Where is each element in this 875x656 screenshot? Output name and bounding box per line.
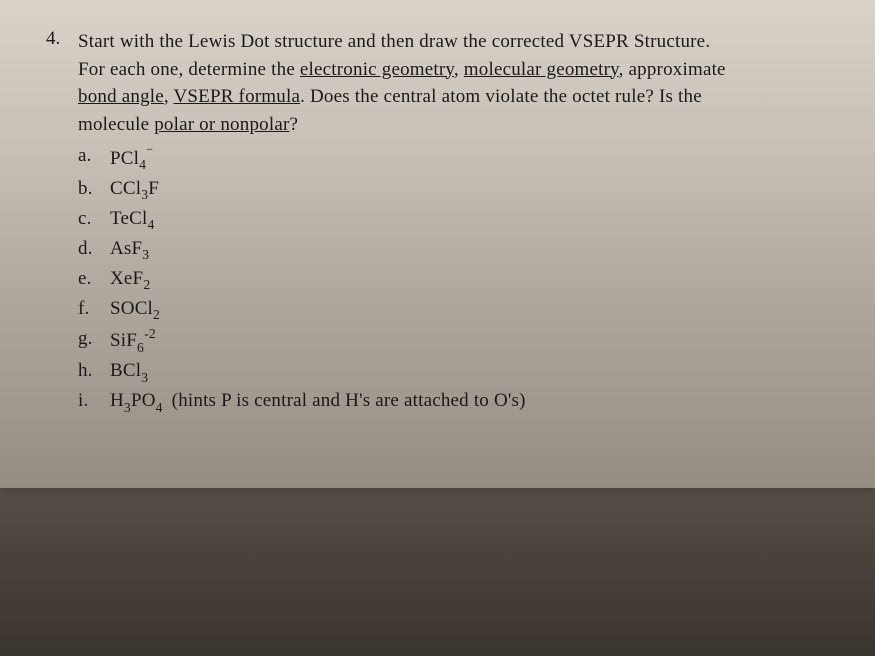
item-content: SiF6-2 <box>110 325 156 357</box>
item-marker: d. <box>78 235 96 265</box>
subscript: 2 <box>143 277 150 292</box>
chemical-formula: SiF6-2 <box>110 330 156 351</box>
subscript: 3 <box>142 247 149 262</box>
question-line: Start with the Lewis Dot structure and t… <box>78 28 829 56</box>
item-marker: f. <box>78 295 96 325</box>
subscript: 3 <box>141 370 148 385</box>
question-body: Start with the Lewis Dot structure and t… <box>78 28 829 417</box>
chemical-formula: H3PO4 <box>110 390 163 411</box>
item-content: TeCl4 <box>110 205 155 235</box>
text-run: For each one, determine the <box>78 59 300 80</box>
formula-text: SOCl <box>110 298 153 319</box>
item-content: BCl3 <box>110 357 148 387</box>
list-item: g. SiF6-2 <box>78 325 829 357</box>
formula-text: PCl <box>110 148 139 169</box>
list-item: b. CCl3F <box>78 175 829 205</box>
item-content: CCl3F <box>110 175 159 205</box>
item-marker: g. <box>78 325 96 357</box>
formula-text: PO <box>131 390 156 411</box>
item-content: PCl4⁻ <box>110 142 154 174</box>
list-item: h. BCl3 <box>78 357 829 387</box>
item-marker: h. <box>78 357 96 387</box>
underlined-term: molecular geometry <box>464 59 619 80</box>
question-number: 4. <box>46 28 64 50</box>
list-item: a. PCl4⁻ <box>78 142 829 174</box>
text-run: Start with the Lewis Dot structure and t… <box>78 31 710 52</box>
question-line: molecule polar or nonpolar? <box>78 111 829 139</box>
item-marker: e. <box>78 265 96 295</box>
question-items-list: a.PCl4⁻b.CCl3Fc.TeCl4d.AsF3e.XeF2f.SOCl2… <box>78 142 829 417</box>
subscript: 2 <box>153 307 160 322</box>
underlined-term: VSEPR formula <box>173 86 300 107</box>
formula-text: SiF <box>110 330 137 351</box>
subscript: 3 <box>141 187 148 202</box>
underlined-term: bond angle <box>78 86 164 107</box>
list-item: e. XeF2 <box>78 265 829 295</box>
subscript: 6 <box>137 340 144 355</box>
underlined-term: polar or nonpolar <box>154 114 289 135</box>
item-marker: a. <box>78 142 96 174</box>
chemical-formula: XeF2 <box>110 268 150 289</box>
list-item: d. AsF3 <box>78 235 829 265</box>
underlined-term: electronic geometry <box>300 59 454 80</box>
item-marker: b. <box>78 175 96 205</box>
item-content: H3PO4 (hints P is central and H's are at… <box>110 387 526 417</box>
text-run: . Does the central atom violate the octe… <box>300 86 702 107</box>
text-run: , <box>454 59 464 80</box>
item-content: AsF3 <box>110 235 149 265</box>
list-item: f. SOCl2 <box>78 295 829 325</box>
item-marker: i. <box>78 387 96 417</box>
text-run: molecule <box>78 114 154 135</box>
superscript: -2 <box>144 326 156 341</box>
chemical-formula: TeCl4 <box>110 208 155 229</box>
list-item: c. TeCl4 <box>78 205 829 235</box>
formula-text: H <box>110 390 124 411</box>
superscript: ⁻ <box>146 144 153 159</box>
chemical-formula: SOCl2 <box>110 298 160 319</box>
chemical-formula: PCl4⁻ <box>110 148 154 169</box>
formula-text: AsF <box>110 238 142 259</box>
chemical-formula: AsF3 <box>110 238 149 259</box>
subscript: 4 <box>147 217 154 232</box>
item-content: SOCl2 <box>110 295 160 325</box>
formula-text: F <box>148 178 159 199</box>
subscript: 4 <box>139 157 146 172</box>
question-text: Start with the Lewis Dot structure and t… <box>78 28 829 138</box>
formula-text: BCl <box>110 360 141 381</box>
question-line: bond angle, VSEPR formula. Does the cent… <box>78 83 829 111</box>
formula-text: TeCl <box>110 208 147 229</box>
document-page: 4. Start with the Lewis Dot structure an… <box>0 0 875 488</box>
chemical-formula: BCl3 <box>110 360 148 381</box>
text-run: , approximate <box>619 59 726 80</box>
item-content: XeF2 <box>110 265 150 295</box>
subscript: 4 <box>156 400 163 415</box>
item-marker: c. <box>78 205 96 235</box>
chemical-formula: CCl3F <box>110 178 159 199</box>
list-item: i. H3PO4 (hints P is central and H's are … <box>78 387 829 417</box>
text-run: ? <box>290 114 299 135</box>
question-block: 4. Start with the Lewis Dot structure an… <box>46 28 829 417</box>
formula-text: CCl <box>110 178 141 199</box>
subscript: 3 <box>124 400 131 415</box>
formula-text: XeF <box>110 268 143 289</box>
item-hint: (hints P is central and H's are attached… <box>167 390 526 411</box>
question-line: For each one, determine the electronic g… <box>78 56 829 84</box>
